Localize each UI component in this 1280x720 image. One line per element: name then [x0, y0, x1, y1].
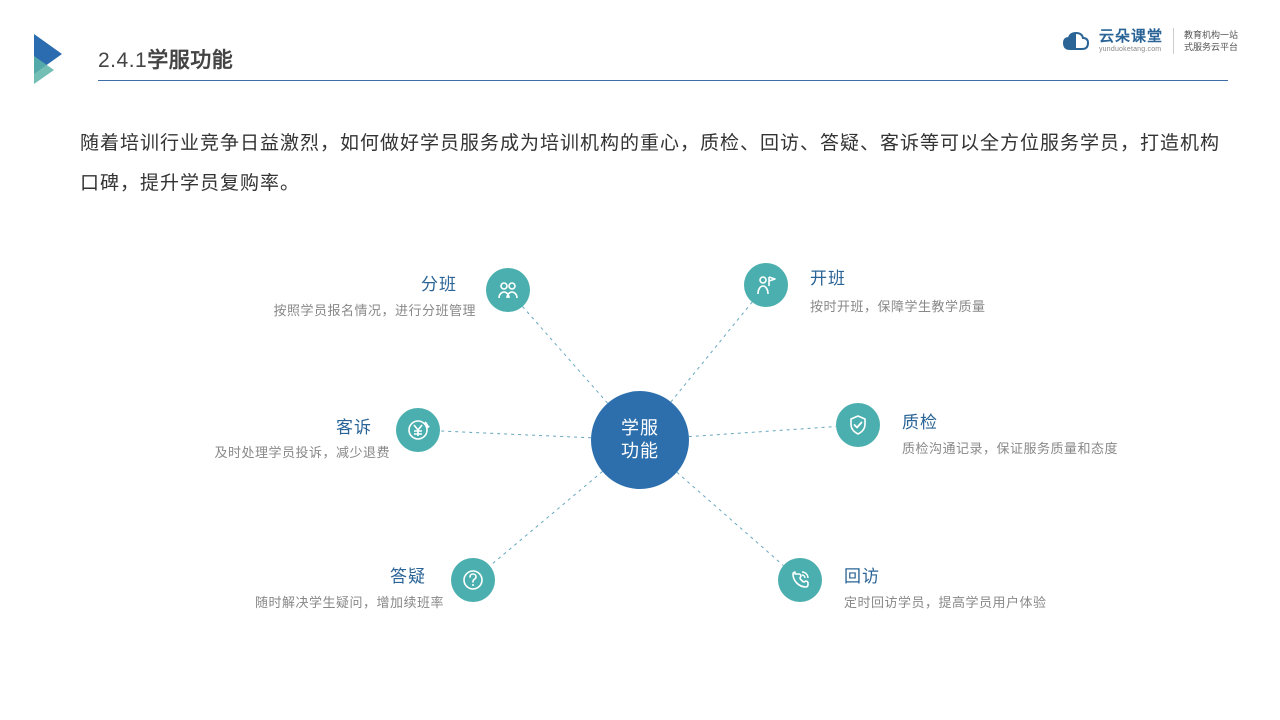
node-kaiban-icon	[744, 263, 788, 307]
node-kaiban-title: 开班	[810, 264, 846, 289]
node-kaiban-desc: 按时开班，保障学生教学质量	[810, 296, 986, 315]
node-kesu-title: 客诉	[336, 413, 372, 438]
brand-tagline: 教育机构一站 式服务云平台	[1184, 29, 1244, 53]
intro-paragraph: 随着培训行业竞争日益激烈，如何做好学员服务成为培训机构的重心，质检、回访、答疑、…	[80, 124, 1220, 204]
brand-name: 云朵课堂	[1099, 29, 1163, 44]
node-fenban-desc: 按照学员报名情况，进行分班管理	[273, 300, 476, 319]
node-dayi-icon	[451, 558, 495, 602]
node-dayi-desc: 随时解决学生疑问，增加续班率	[255, 592, 444, 611]
node-kesu-desc: 及时处理学员投诉，减少退费	[214, 442, 390, 461]
node-dayi-title: 答疑	[390, 562, 426, 587]
section-heading: 2.4.1学服功能	[98, 44, 233, 74]
node-zhijian-title: 质检	[902, 408, 938, 433]
center-hub: 学服功能	[591, 391, 689, 489]
node-fenban-icon	[486, 268, 530, 312]
node-huifang-title: 回访	[844, 562, 880, 587]
node-kesu-icon	[396, 408, 440, 452]
slide-corner-icon	[34, 34, 68, 80]
node-fenban-title: 分班	[421, 270, 457, 295]
logo-divider	[1173, 28, 1174, 54]
node-huifang-icon	[778, 558, 822, 602]
node-zhijian-icon	[836, 403, 880, 447]
brand-domain: yunduoketang.com	[1099, 46, 1163, 53]
connector-lines	[0, 0, 1280, 720]
hub-diagram: 学服功能分班按照学员报名情况，进行分班管理客诉及时处理学员投诉，减少退费答疑随时…	[0, 0, 1280, 720]
section-number: 2.4.1	[98, 49, 147, 72]
section-title: 学服功能	[147, 49, 233, 72]
brand-logo: 云朵课堂 yunduoketang.com 教育机构一站 式服务云平台	[1063, 28, 1244, 54]
node-huifang-desc: 定时回访学员，提高学员用户体验	[844, 592, 1047, 611]
cloud-icon	[1063, 32, 1089, 50]
node-zhijian-desc: 质检沟通记录，保证服务质量和态度	[902, 438, 1118, 457]
heading-underline	[98, 80, 1228, 81]
